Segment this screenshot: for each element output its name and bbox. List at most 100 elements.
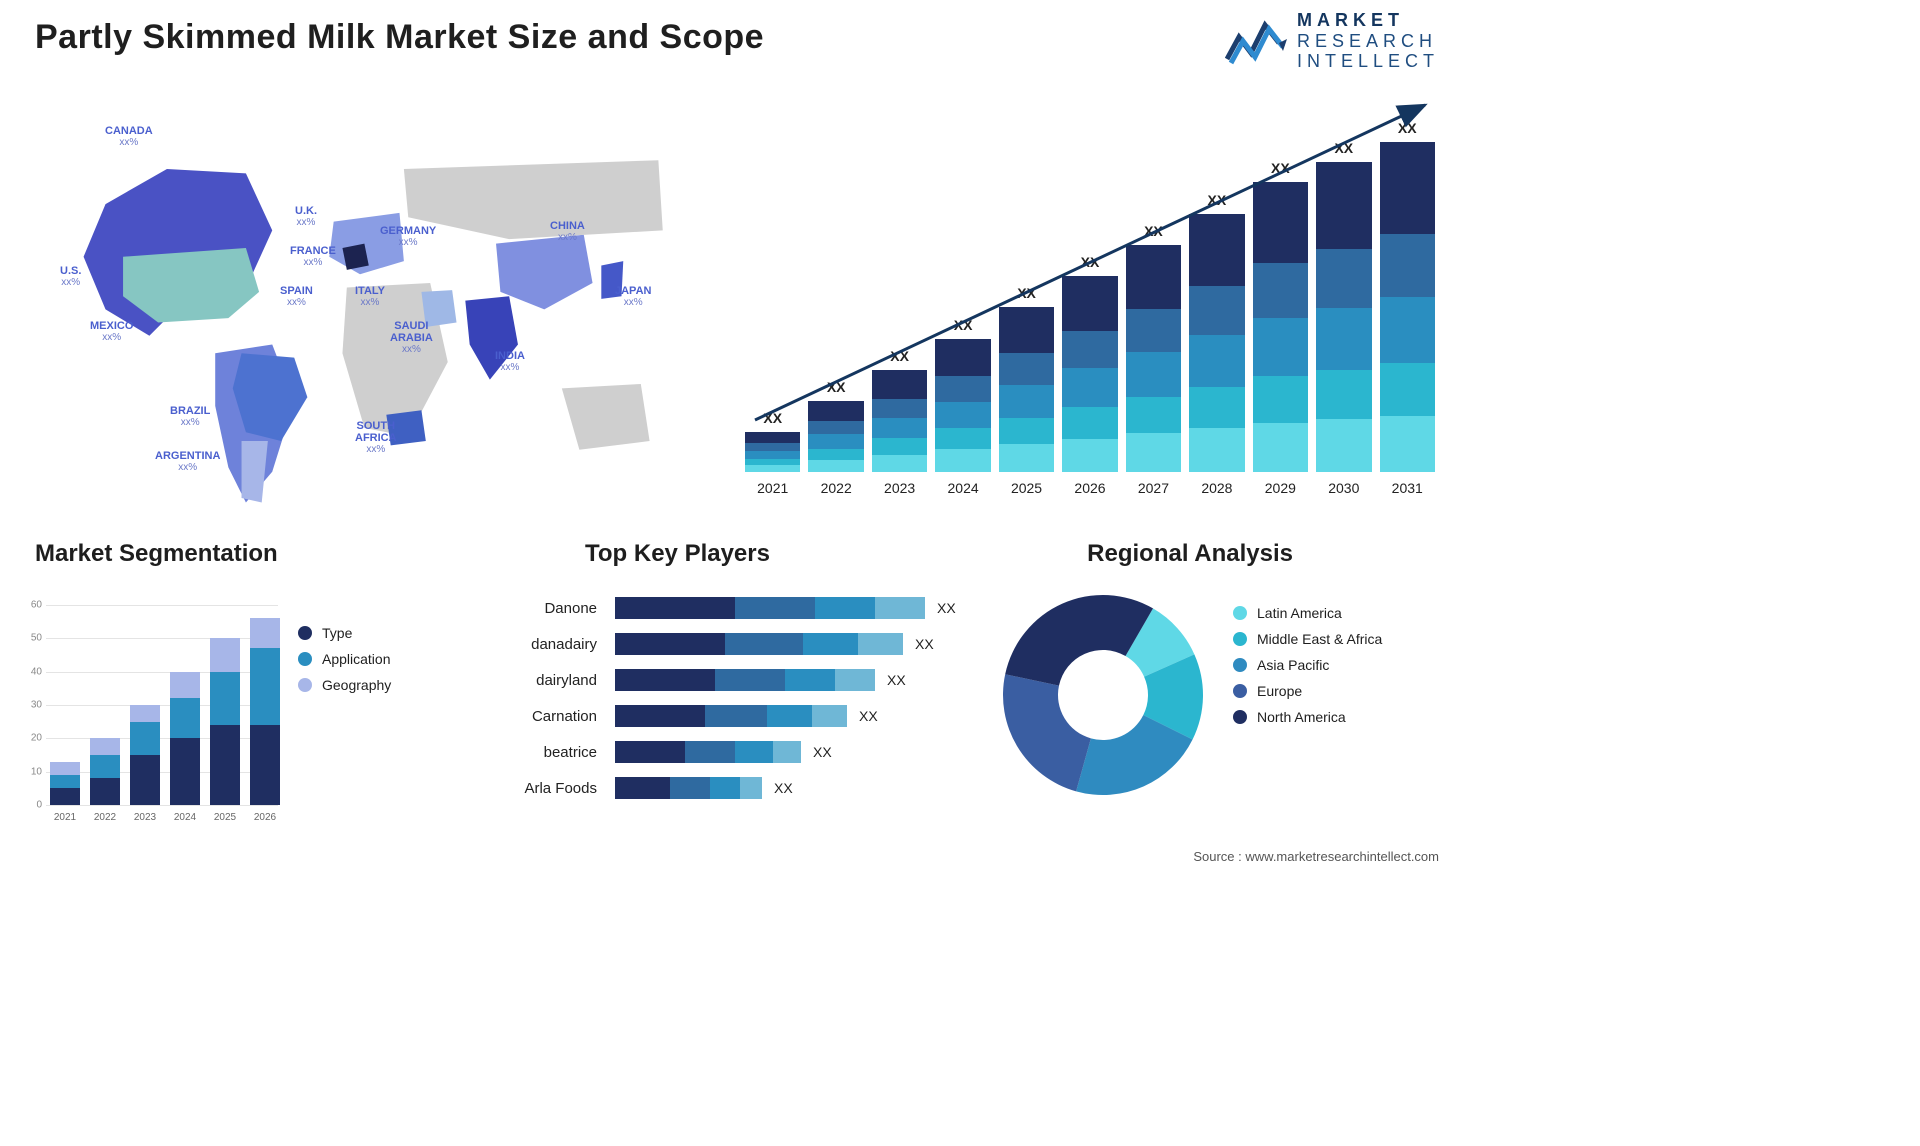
player-bar-segment: [858, 633, 903, 655]
segmentation-bar-2025: 2025: [210, 638, 240, 805]
segmentation-segment: [50, 775, 80, 788]
player-bar-segment: [725, 633, 803, 655]
growth-bar-segment: [935, 339, 990, 376]
growth-bar-2024: 2024XX: [935, 339, 990, 472]
growth-bar-segment: [1126, 433, 1181, 472]
growth-bar-segment: [1062, 331, 1117, 368]
player-bar-segment: [615, 705, 705, 727]
legend-label: Geography: [322, 677, 391, 693]
growth-chart: 2021XX2022XX2023XX2024XX2025XX2026XX2027…: [745, 100, 1435, 500]
player-value: XX: [813, 744, 832, 760]
growth-bar-year: 2021: [745, 480, 800, 496]
player-row-carnation: CarnationXX: [470, 703, 878, 729]
section-title-segmentation: Market Segmentation: [35, 540, 278, 568]
legend-label: Type: [322, 625, 352, 641]
map-label-brazil: BRAZILxx%: [170, 405, 210, 428]
brand-line-3: INTELLECT: [1297, 51, 1439, 72]
map-label-china: CHINAxx%: [550, 220, 585, 243]
legend-label: Europe: [1257, 683, 1302, 699]
player-value: XX: [887, 672, 906, 688]
growth-bar-2021: 2021XX: [745, 432, 800, 472]
growth-bar-2022: 2022XX: [808, 401, 863, 472]
map-label-south-africa: SOUTHAFRICAxx%: [355, 420, 397, 455]
growth-bar-segment: [1380, 142, 1435, 234]
growth-bar-year: 2030: [1316, 480, 1371, 496]
legend-label: North America: [1257, 709, 1346, 725]
segmentation-x-tick: 2023: [130, 812, 160, 823]
growth-bar-2023: 2023XX: [872, 370, 927, 472]
legend-swatch: [1233, 658, 1247, 672]
segmentation-y-tick: 0: [24, 800, 42, 811]
growth-bar-value: XX: [1189, 192, 1244, 208]
segmentation-segment: [250, 648, 280, 725]
segmentation-segment: [250, 618, 280, 648]
growth-bar-segment: [1126, 397, 1181, 433]
regional-donut: [993, 585, 1213, 805]
growth-bar-2026: 2026XX: [1062, 276, 1117, 472]
segmentation-y-tick: 10: [24, 766, 42, 777]
player-bar-segment: [705, 705, 767, 727]
player-name: Danone: [470, 600, 615, 617]
player-bar-segment: [735, 597, 815, 619]
brand-mark-icon: [1225, 15, 1287, 67]
map-label-france: FRANCExx%: [290, 245, 336, 268]
growth-bar-value: XX: [1380, 120, 1435, 136]
segmentation-bar-2021: 2021: [50, 762, 80, 805]
segmentation-segment: [90, 755, 120, 778]
growth-bar-2027: 2027XX: [1126, 245, 1181, 472]
segmentation-segment: [210, 638, 240, 671]
segmentation-bar-2023: 2023: [130, 705, 160, 805]
legend-label: Asia Pacific: [1257, 657, 1329, 673]
player-bar-segment: [615, 777, 670, 799]
map-label-india: INDIAxx%: [495, 350, 525, 373]
player-bar-segment: [875, 597, 925, 619]
player-bar: [615, 669, 875, 691]
brand-text: MARKET RESEARCH INTELLECT: [1297, 10, 1439, 72]
player-bar-segment: [835, 669, 875, 691]
growth-bar-segment: [1189, 286, 1244, 335]
player-bar-segment: [615, 597, 735, 619]
brand-line-2: RESEARCH: [1297, 31, 1439, 52]
segmentation-segment: [90, 778, 120, 805]
growth-bar-segment: [1126, 352, 1181, 397]
segmentation-segment: [50, 762, 80, 775]
growth-bar-value: XX: [1253, 160, 1308, 176]
player-name: danadairy: [470, 636, 615, 653]
player-name: Arla Foods: [470, 780, 615, 797]
world-map: CANADAxx%U.S.xx%MEXICOxx%BRAZILxx%ARGENT…: [20, 90, 700, 520]
growth-bar-value: XX: [872, 348, 927, 364]
player-bar-segment: [735, 741, 773, 763]
player-bar: [615, 741, 801, 763]
growth-bar-segment: [1316, 162, 1371, 249]
growth-bar-year: 2028: [1189, 480, 1244, 496]
player-bar-segment: [773, 741, 801, 763]
player-bar-segment: [740, 777, 762, 799]
player-value: XX: [774, 780, 793, 796]
player-bar: [615, 777, 762, 799]
growth-bar-value: XX: [999, 285, 1054, 301]
growth-bar-segment: [1062, 276, 1117, 331]
growth-bar-segment: [1380, 234, 1435, 297]
legend-swatch: [298, 626, 312, 640]
player-bar-segment: [815, 597, 875, 619]
growth-bar-value: XX: [808, 379, 863, 395]
growth-bar-segment: [999, 385, 1054, 418]
legend-label: Application: [322, 651, 391, 667]
growth-bar-segment: [1189, 214, 1244, 286]
map-region-france: [342, 244, 368, 270]
segmentation-legend-item: Application: [298, 651, 391, 667]
growth-bar-segment: [999, 418, 1054, 444]
growth-bar-value: XX: [1062, 254, 1117, 270]
segmentation-segment: [130, 722, 160, 755]
player-name: beatrice: [470, 744, 615, 761]
legend-swatch: [298, 652, 312, 666]
player-row-danone: DanoneXX: [470, 595, 956, 621]
growth-bar-segment: [999, 444, 1054, 472]
segmentation-segment: [210, 672, 240, 725]
regional-legend-item: Europe: [1233, 683, 1382, 699]
section-title-key-players: Top Key Players: [585, 540, 770, 568]
growth-bar-year: 2022: [808, 480, 863, 496]
segmentation-y-tick: 60: [24, 600, 42, 611]
brand-logo: MARKET RESEARCH INTELLECT: [1225, 10, 1439, 72]
map-region-usa-body: [123, 248, 259, 323]
